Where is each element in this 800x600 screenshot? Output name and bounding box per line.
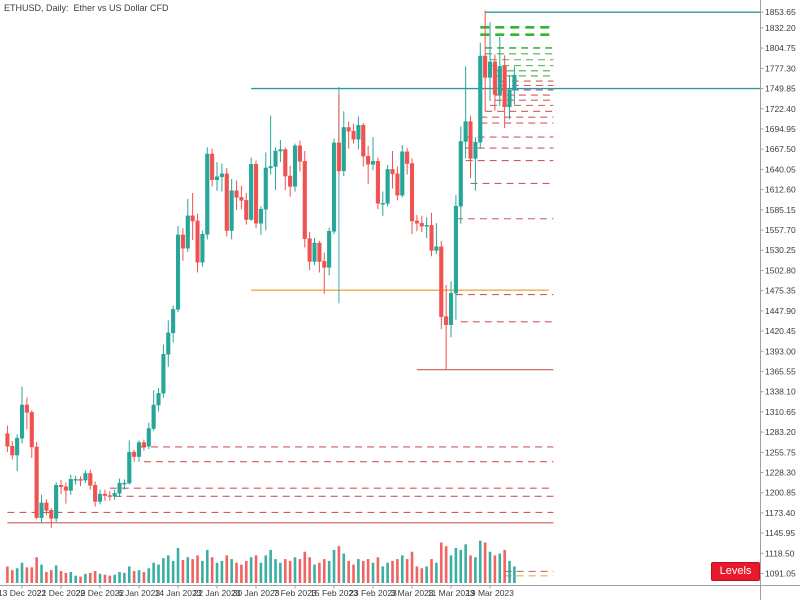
- svg-text:14 Jan 2023: 14 Jan 2023: [155, 588, 202, 598]
- svg-text:29 Dec 2022: 29 Dec 2022: [76, 588, 124, 598]
- svg-text:1640.05: 1640.05: [765, 164, 796, 174]
- svg-text:1393.00: 1393.00: [765, 346, 796, 356]
- svg-text:1283.20: 1283.20: [765, 427, 796, 437]
- svg-text:1145.95: 1145.95: [765, 528, 795, 538]
- candles-layer: [5, 10, 517, 528]
- svg-text:1365.55: 1365.55: [765, 366, 796, 376]
- svg-text:1585.15: 1585.15: [765, 205, 796, 215]
- symbol-label: ETHUSD, Daily: Ether vs US Dollar CFD: [4, 3, 169, 13]
- svg-text:1612.60: 1612.60: [765, 185, 796, 195]
- svg-text:1722.40: 1722.40: [765, 104, 796, 114]
- svg-text:15 Feb 2023: 15 Feb 2023: [310, 588, 358, 598]
- svg-text:1530.25: 1530.25: [765, 245, 796, 255]
- svg-text:19 Mar 2023: 19 Mar 2023: [466, 588, 514, 598]
- svg-text:3 Mar 2023: 3 Mar 2023: [391, 588, 434, 598]
- svg-text:23 Feb 2023: 23 Feb 2023: [349, 588, 397, 598]
- svg-text:22 Jan 2023: 22 Jan 2023: [194, 588, 241, 598]
- svg-text:1502.80: 1502.80: [765, 265, 796, 275]
- svg-text:1475.35: 1475.35: [765, 286, 796, 296]
- svg-text:30 Jan 2023: 30 Jan 2023: [233, 588, 280, 598]
- svg-text:1255.75: 1255.75: [765, 447, 796, 457]
- svg-text:13 Dec 2022: 13 Dec 2022: [0, 588, 46, 598]
- svg-text:1557.70: 1557.70: [765, 225, 796, 235]
- svg-text:1447.90: 1447.90: [765, 306, 796, 316]
- svg-text:1804.75: 1804.75: [765, 43, 796, 53]
- svg-text:1310.65: 1310.65: [765, 407, 796, 417]
- svg-text:1777.30: 1777.30: [765, 63, 796, 73]
- svg-text:1173.40: 1173.40: [765, 508, 795, 518]
- svg-text:7 Feb 2023: 7 Feb 2023: [274, 588, 317, 598]
- svg-text:1832.20: 1832.20: [765, 23, 796, 33]
- svg-text:1338.10: 1338.10: [765, 387, 796, 397]
- svg-text:1091.05: 1091.05: [765, 569, 796, 579]
- svg-text:11 Mar 2023: 11 Mar 2023: [427, 588, 474, 598]
- svg-text:1420.45: 1420.45: [765, 326, 796, 336]
- svg-text:1200.85: 1200.85: [765, 488, 796, 498]
- svg-text:21 Dec 2022: 21 Dec 2022: [37, 588, 85, 598]
- svg-text:6 Jan 2023: 6 Jan 2023: [118, 588, 160, 598]
- svg-text:1228.30: 1228.30: [765, 468, 796, 478]
- levels-button[interactable]: Levels: [711, 562, 760, 581]
- svg-text:1749.85: 1749.85: [765, 84, 796, 94]
- svg-text:1667.50: 1667.50: [765, 144, 796, 154]
- svg-text:1118.50: 1118.50: [765, 548, 795, 558]
- levels-layer[interactable]: [7, 11, 760, 577]
- svg-text:1694.95: 1694.95: [765, 124, 796, 134]
- volume-layer: [6, 540, 516, 583]
- price-axis[interactable]: 1853.65 1832.20 1804.75 1777.30 1749.85 1722.…: [760, 0, 796, 600]
- svg-text:1853.65: 1853.65: [765, 7, 796, 17]
